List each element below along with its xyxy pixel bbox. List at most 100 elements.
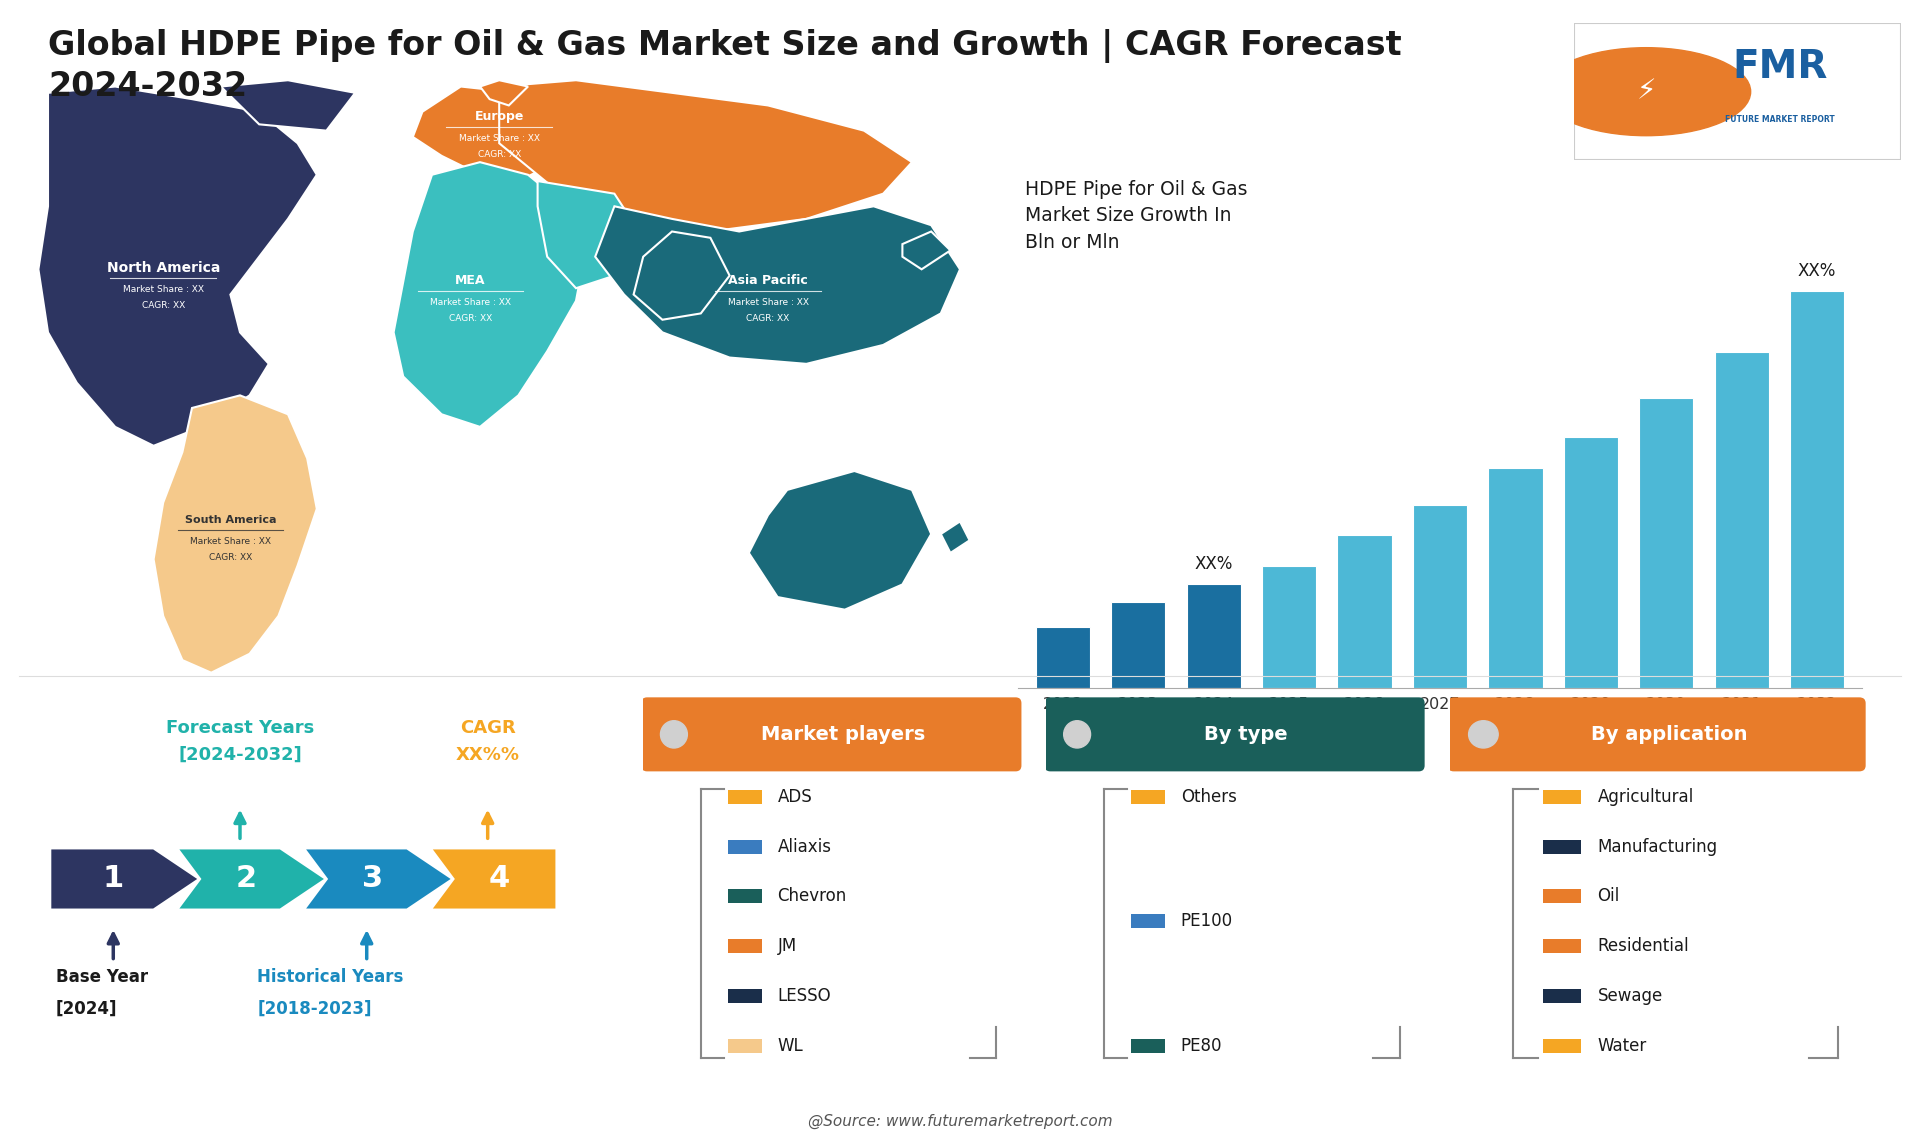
Text: By type: By type bbox=[1204, 725, 1288, 744]
Polygon shape bbox=[634, 231, 730, 320]
FancyBboxPatch shape bbox=[1542, 989, 1580, 1003]
Polygon shape bbox=[38, 86, 317, 446]
Text: Others: Others bbox=[1181, 787, 1236, 806]
Bar bbox=[1035, 627, 1091, 688]
Text: CAGR: CAGR bbox=[459, 719, 516, 737]
Bar bbox=[1413, 504, 1467, 688]
Text: CAGR: XX: CAGR: XX bbox=[142, 301, 184, 311]
Text: MEA: MEA bbox=[455, 274, 486, 288]
FancyBboxPatch shape bbox=[1131, 915, 1165, 928]
Text: LESSO: LESSO bbox=[778, 987, 831, 1005]
Text: ADS: ADS bbox=[778, 787, 812, 806]
Polygon shape bbox=[413, 86, 576, 181]
Text: By application: By application bbox=[1592, 725, 1747, 744]
Polygon shape bbox=[749, 471, 931, 610]
FancyBboxPatch shape bbox=[1542, 889, 1580, 903]
Polygon shape bbox=[221, 80, 355, 131]
Text: [2024]: [2024] bbox=[56, 999, 117, 1018]
Polygon shape bbox=[430, 848, 557, 910]
Text: JM: JM bbox=[778, 937, 797, 956]
Circle shape bbox=[1542, 48, 1751, 135]
FancyBboxPatch shape bbox=[728, 790, 762, 803]
Text: [2018-2023]: [2018-2023] bbox=[257, 999, 372, 1018]
Text: 1: 1 bbox=[102, 864, 125, 894]
FancyBboxPatch shape bbox=[1542, 940, 1580, 953]
Text: Aliaxis: Aliaxis bbox=[778, 838, 831, 856]
FancyBboxPatch shape bbox=[728, 1039, 762, 1053]
Text: Asia Pacific: Asia Pacific bbox=[728, 274, 808, 288]
Text: Market Share : XX: Market Share : XX bbox=[123, 285, 204, 295]
FancyBboxPatch shape bbox=[728, 940, 762, 953]
Bar bbox=[1640, 398, 1693, 688]
Text: Global HDPE Pipe for Oil & Gas Market Size and Growth | CAGR Forecast
2024-2032: Global HDPE Pipe for Oil & Gas Market Si… bbox=[48, 29, 1402, 103]
Polygon shape bbox=[50, 848, 200, 910]
Text: CAGR: XX: CAGR: XX bbox=[478, 150, 520, 159]
Polygon shape bbox=[902, 231, 950, 269]
Polygon shape bbox=[394, 162, 586, 426]
Polygon shape bbox=[303, 848, 453, 910]
Text: 3: 3 bbox=[361, 864, 384, 894]
Text: Agricultural: Agricultural bbox=[1597, 787, 1693, 806]
Text: PE80: PE80 bbox=[1181, 1037, 1223, 1055]
Bar bbox=[1789, 291, 1845, 688]
Circle shape bbox=[660, 721, 687, 748]
Text: XX%: XX% bbox=[1797, 262, 1836, 281]
Text: Historical Years: Historical Years bbox=[257, 968, 403, 987]
Bar bbox=[1563, 438, 1619, 688]
FancyBboxPatch shape bbox=[1131, 790, 1165, 803]
Text: CAGR: XX: CAGR: XX bbox=[747, 314, 789, 323]
Text: Sewage: Sewage bbox=[1597, 987, 1663, 1005]
Text: Water: Water bbox=[1597, 1037, 1647, 1055]
Text: CAGR: XX: CAGR: XX bbox=[449, 314, 492, 323]
Bar bbox=[1261, 565, 1317, 688]
Text: Oil: Oil bbox=[1597, 887, 1620, 905]
Text: Forecast Years: Forecast Years bbox=[165, 719, 315, 737]
Text: XX%%: XX%% bbox=[455, 746, 520, 764]
Text: South America: South America bbox=[184, 516, 276, 525]
Bar bbox=[1338, 535, 1392, 688]
Bar bbox=[1112, 602, 1165, 688]
Bar bbox=[1715, 352, 1768, 688]
Text: 4: 4 bbox=[488, 864, 511, 894]
Bar bbox=[1187, 583, 1240, 688]
Text: Manufacturing: Manufacturing bbox=[1597, 838, 1718, 856]
Circle shape bbox=[1469, 721, 1498, 748]
Circle shape bbox=[1064, 721, 1091, 748]
Text: Market Share : XX: Market Share : XX bbox=[728, 298, 808, 307]
FancyBboxPatch shape bbox=[1542, 840, 1580, 854]
FancyBboxPatch shape bbox=[1542, 790, 1580, 803]
Text: [2024-2032]: [2024-2032] bbox=[179, 746, 301, 764]
Polygon shape bbox=[538, 181, 643, 288]
Polygon shape bbox=[480, 80, 528, 105]
Bar bbox=[1488, 468, 1542, 688]
FancyBboxPatch shape bbox=[728, 840, 762, 854]
Text: @Source: www.futuremarketreport.com: @Source: www.futuremarketreport.com bbox=[808, 1114, 1112, 1129]
Text: Market Share : XX: Market Share : XX bbox=[459, 134, 540, 143]
Polygon shape bbox=[941, 521, 970, 552]
Text: Chevron: Chevron bbox=[778, 887, 847, 905]
Text: FUTURE MARKET REPORT: FUTURE MARKET REPORT bbox=[1726, 115, 1836, 124]
Text: ⚡: ⚡ bbox=[1636, 78, 1655, 105]
Polygon shape bbox=[499, 80, 912, 231]
Text: Market Share : XX: Market Share : XX bbox=[190, 537, 271, 547]
FancyBboxPatch shape bbox=[1131, 1039, 1165, 1053]
Text: Residential: Residential bbox=[1597, 937, 1690, 956]
FancyBboxPatch shape bbox=[1044, 697, 1425, 771]
Polygon shape bbox=[154, 395, 317, 673]
FancyBboxPatch shape bbox=[1574, 23, 1901, 160]
Text: 2: 2 bbox=[234, 864, 257, 894]
Text: Europe: Europe bbox=[474, 110, 524, 124]
FancyBboxPatch shape bbox=[728, 889, 762, 903]
FancyBboxPatch shape bbox=[1542, 1039, 1580, 1053]
FancyBboxPatch shape bbox=[641, 697, 1021, 771]
Text: Market players: Market players bbox=[760, 725, 925, 744]
Text: North America: North America bbox=[106, 261, 221, 275]
FancyBboxPatch shape bbox=[1448, 697, 1866, 771]
Polygon shape bbox=[177, 848, 326, 910]
FancyBboxPatch shape bbox=[728, 989, 762, 1003]
Polygon shape bbox=[595, 206, 960, 364]
Text: XX%: XX% bbox=[1194, 555, 1233, 573]
Text: CAGR: XX: CAGR: XX bbox=[209, 554, 252, 563]
Text: WL: WL bbox=[778, 1037, 803, 1055]
Text: Base Year: Base Year bbox=[56, 968, 148, 987]
